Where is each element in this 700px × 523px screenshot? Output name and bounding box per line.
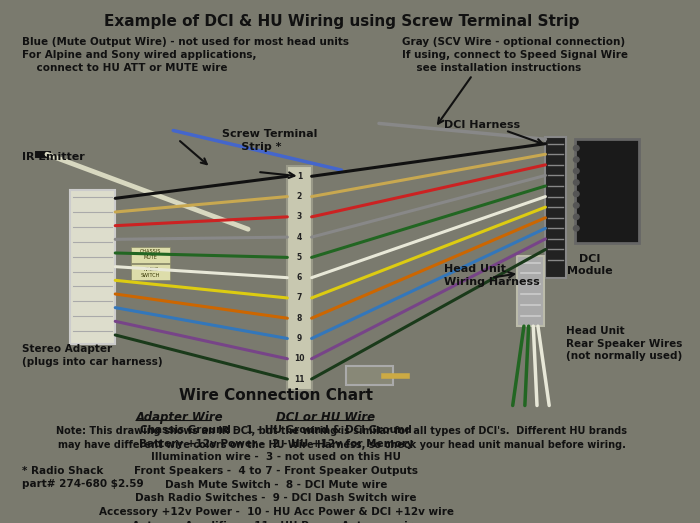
Text: 6: 6 — [297, 273, 302, 282]
Text: 5: 5 — [297, 253, 302, 262]
Bar — [575, 139, 639, 243]
Bar — [287, 166, 312, 390]
Bar — [131, 265, 170, 280]
Circle shape — [573, 180, 579, 185]
Text: Gray (SCV Wire - optional connection)
If using, connect to Speed Signal Wire
   : Gray (SCV Wire - optional connection) If… — [402, 37, 629, 73]
Text: DCI Harness: DCI Harness — [444, 120, 521, 130]
Text: Adapter Wire: Adapter Wire — [136, 411, 223, 424]
Circle shape — [573, 225, 579, 231]
Circle shape — [573, 203, 579, 208]
Circle shape — [573, 214, 579, 220]
Text: 3: 3 — [297, 212, 302, 221]
Text: Dash Radio Switches -  9 - DCI Dash Switch wire: Dash Radio Switches - 9 - DCI Dash Switc… — [135, 493, 417, 503]
Text: Screw Terminal
     Strip *: Screw Terminal Strip * — [222, 129, 317, 152]
Text: Example of DCI & HU Wiring using Screw Terminal Strip: Example of DCI & HU Wiring using Screw T… — [104, 14, 580, 29]
Text: 10: 10 — [294, 354, 304, 363]
Text: IR Emitter: IR Emitter — [22, 152, 85, 162]
Text: Dash Mute Switch -  8 - DCI Mute wire: Dash Mute Switch - 8 - DCI Mute wire — [165, 480, 387, 490]
Text: Wire Connection Chart: Wire Connection Chart — [179, 388, 373, 403]
Circle shape — [573, 168, 579, 174]
Text: DCI
Module: DCI Module — [566, 254, 612, 276]
Text: 4: 4 — [297, 233, 302, 242]
Text: RADIO
SWITCH: RADIO SWITCH — [141, 267, 160, 278]
Text: Front Speakers -  4 to 7 - Front Speaker Outputs: Front Speakers - 4 to 7 - Front Speaker … — [134, 466, 418, 476]
Circle shape — [573, 145, 579, 151]
Text: Head Unit
Rear Speaker Wires
(not normally used): Head Unit Rear Speaker Wires (not normal… — [566, 326, 682, 361]
Text: Head Unit
Wiring Harness: Head Unit Wiring Harness — [444, 265, 540, 287]
Text: Blue (Mute Output Wire) - not used for most head units
For Alpine and Sony wired: Blue (Mute Output Wire) - not used for m… — [22, 37, 349, 73]
Text: 8: 8 — [297, 314, 302, 323]
Text: Stereo Adapter
(plugs into car harness): Stereo Adapter (plugs into car harness) — [22, 344, 162, 367]
Text: 11: 11 — [294, 374, 304, 383]
Text: * Radio Shack
part# 274-680 $2.59: * Radio Shack part# 274-680 $2.59 — [22, 466, 144, 489]
Text: 9: 9 — [297, 334, 302, 343]
Text: Illumination wire -  3 - not used on this HU: Illumination wire - 3 - not used on this… — [151, 452, 401, 462]
Text: 1: 1 — [297, 172, 302, 181]
Text: CHASSIS
MUTE: CHASSIS MUTE — [140, 249, 162, 260]
Bar — [71, 189, 116, 344]
Circle shape — [573, 157, 579, 162]
Text: Antenna Amplifier -  11 - HU Power Antenna wire: Antenna Amplifier - 11 - HU Power Antenn… — [132, 520, 420, 523]
Text: Accessory +12v Power -  10 - HU Acc Power & DCI +12v wire: Accessory +12v Power - 10 - HU Acc Power… — [99, 507, 454, 517]
Text: 7: 7 — [297, 293, 302, 302]
Bar — [545, 137, 566, 278]
Bar — [517, 256, 544, 326]
Circle shape — [573, 191, 579, 197]
Bar — [346, 366, 393, 385]
Text: Battery +12v Power -  2 - HU +12v for Memory: Battery +12v Power - 2 - HU +12v for Mem… — [139, 439, 414, 449]
Bar — [131, 247, 170, 263]
Text: Note: This drawing shows an IR DCI, but the wiring is similar for all types of D: Note: This drawing shows an IR DCI, but … — [56, 426, 627, 450]
Text: Chassis Ground -  1 - HU Ground & DCI Ground: Chassis Ground - 1 - HU Ground & DCI Gro… — [140, 425, 412, 435]
Text: 2: 2 — [297, 192, 302, 201]
Text: DCI or HU Wire: DCI or HU Wire — [276, 411, 375, 424]
